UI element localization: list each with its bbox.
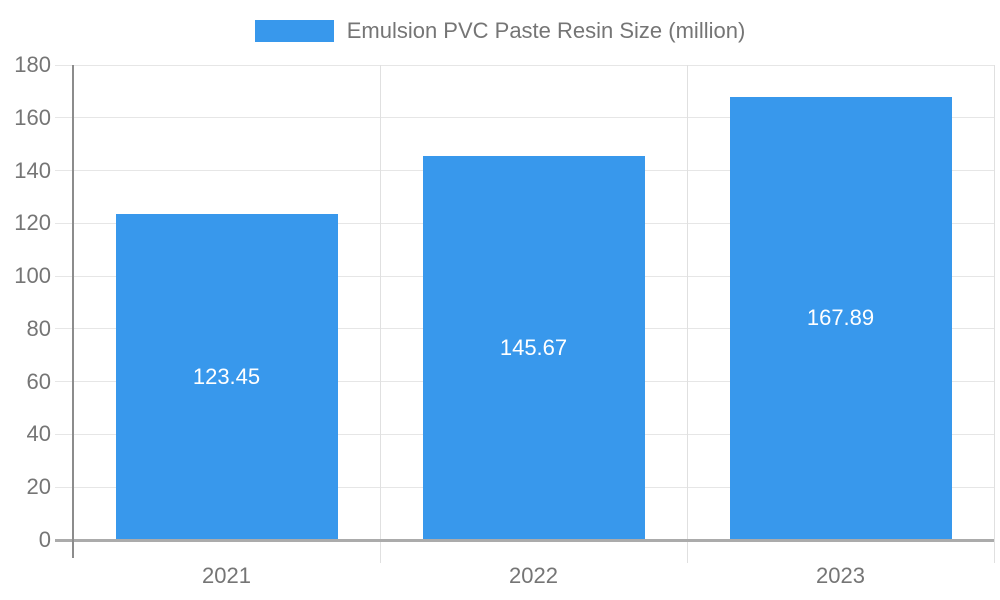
legend-swatch <box>254 20 334 42</box>
y-axis-tick-label: 120 <box>14 210 51 236</box>
y-axis-line <box>72 65 74 558</box>
y-axis-tick-label: 80 <box>26 315 51 341</box>
y-axis-tick-label: 140 <box>14 157 51 183</box>
x-axis-tick-label: 2021 <box>202 563 251 588</box>
y-axis-tick-label: 40 <box>26 421 51 447</box>
bar-value-label: 123.45 <box>192 364 261 390</box>
x-axis-tick-label: 2023 <box>816 563 865 588</box>
y-gridline <box>55 64 994 66</box>
category-boundary-line <box>993 65 995 563</box>
bar[interactable] <box>422 155 645 540</box>
y-axis-tick-label: 60 <box>26 368 51 394</box>
legend-label: Emulsion PVC Paste Resin Size (million) <box>346 18 746 43</box>
category-boundary-line <box>379 65 381 563</box>
legend-item[interactable]: Emulsion PVC Paste Resin Size (million) <box>254 18 746 44</box>
y-axis-tick-label: 160 <box>14 104 51 130</box>
x-axis-tick-label: 2022 <box>509 563 558 588</box>
x-axis-baseline <box>55 538 994 542</box>
category-boundary-line <box>686 65 688 563</box>
y-gridline <box>55 117 994 119</box>
y-axis-tick-label: 180 <box>14 52 51 77</box>
bar-value-label: 145.67 <box>499 334 568 360</box>
bar[interactable] <box>729 96 952 540</box>
bar-value-label: 167.89 <box>806 305 875 331</box>
y-axis-tick-label: 20 <box>26 474 51 500</box>
y-axis-tick-label: 0 <box>38 527 51 552</box>
bar[interactable] <box>115 214 338 540</box>
legend: Emulsion PVC Paste Resin Size (million) <box>0 18 1000 44</box>
y-axis-tick-label: 100 <box>14 263 51 289</box>
